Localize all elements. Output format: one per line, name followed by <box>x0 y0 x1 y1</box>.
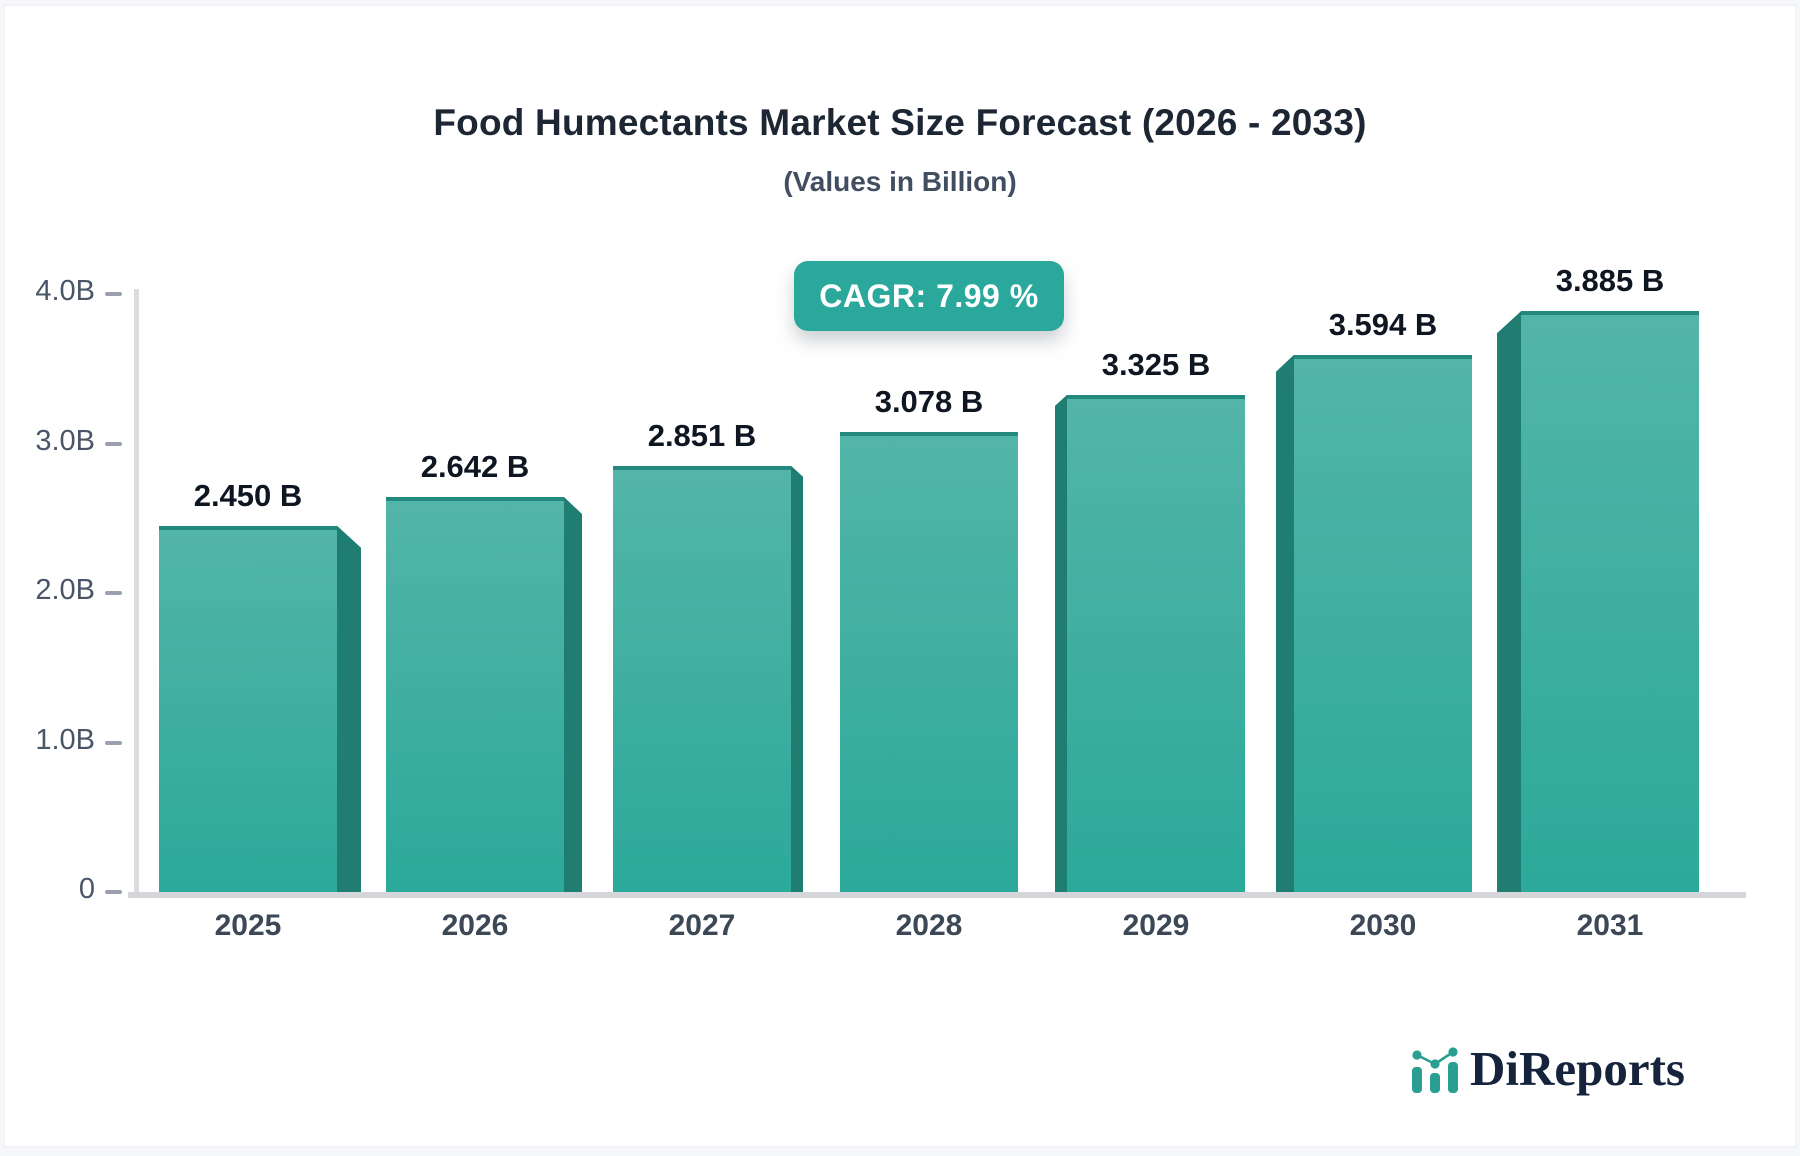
bar-value-label: 2.450 B <box>193 477 303 513</box>
y-axis-tick-mark <box>105 292 122 296</box>
bar-3d-side-2026 <box>564 497 582 892</box>
x-axis-label-2028: 2028 <box>895 909 963 942</box>
bar-value-label: 3.594 B <box>1328 306 1438 342</box>
bar-2031 <box>1521 311 1699 892</box>
x-axis-label-2030: 2030 <box>1349 909 1417 942</box>
chart-card: Food Humectants Market Size Forecast (20… <box>4 5 1796 1147</box>
bar-3d-side-2025 <box>337 525 361 892</box>
bar-3d-side-2027 <box>791 465 803 892</box>
direports-logo-text: DiReports <box>1469 1041 1685 1096</box>
chart-subtitle: (Values in Billion) <box>783 166 1017 197</box>
bar-value-label: 2.642 B <box>420 449 530 485</box>
bar-value-label: 2.851 B <box>647 417 757 453</box>
x-axis-label-2029: 2029 <box>1122 909 1190 942</box>
y-axis-line <box>134 289 139 898</box>
bar-2030 <box>1294 354 1472 892</box>
x-axis-baseline <box>128 892 1746 898</box>
bar-value-label: 3.885 B <box>1555 263 1665 299</box>
x-axis-label-2025: 2025 <box>214 909 282 942</box>
bar-value-label: 3.078 B <box>874 383 984 419</box>
bar-value-label: 3.325 B <box>1101 346 1211 382</box>
x-axis-label-2026: 2026 <box>441 909 509 942</box>
bar-2027 <box>613 465 791 892</box>
mini-bar-chart-logo-icon <box>1411 1047 1458 1093</box>
y-axis-tick-mark <box>105 890 122 894</box>
y-axis-tick-label: 2.0B <box>35 574 95 606</box>
y-axis-tick-label: 4.0B <box>35 275 95 307</box>
y-axis-tick-label: 0 <box>78 873 95 905</box>
bar-3d-side-2030 <box>1276 354 1294 892</box>
cagr-badge-label: CAGR: 7.99 % <box>819 277 1039 314</box>
x-axis-label-2031: 2031 <box>1576 909 1644 942</box>
bar-2025 <box>159 525 337 892</box>
bar-3d-side-2031 <box>1497 311 1521 892</box>
bar-2026 <box>386 497 564 892</box>
y-axis-tick-label: 3.0B <box>35 424 95 457</box>
bar-2029 <box>1067 394 1245 892</box>
x-axis-label-2027: 2027 <box>668 909 736 942</box>
direports-logo: DiReports <box>1410 1039 1685 1099</box>
chart-title: Food Humectants Market Size Forecast (20… <box>433 102 1367 143</box>
bar-2028 <box>840 431 1018 892</box>
y-axis-tick-mark <box>105 591 122 595</box>
y-axis-tick-mark <box>105 740 122 745</box>
bar-chart-plot-area: 0 1.0B 2.0B 3.0B 4.0B 2.450 B 2025 2.642 B 2026 2… <box>5 6 1795 1146</box>
y-axis-tick-mark <box>105 441 122 446</box>
bar-3d-side-2029 <box>1055 394 1067 892</box>
cagr-badge: CAGR: 7.99 % <box>794 261 1064 331</box>
y-axis-tick-label: 1.0B <box>35 723 95 756</box>
